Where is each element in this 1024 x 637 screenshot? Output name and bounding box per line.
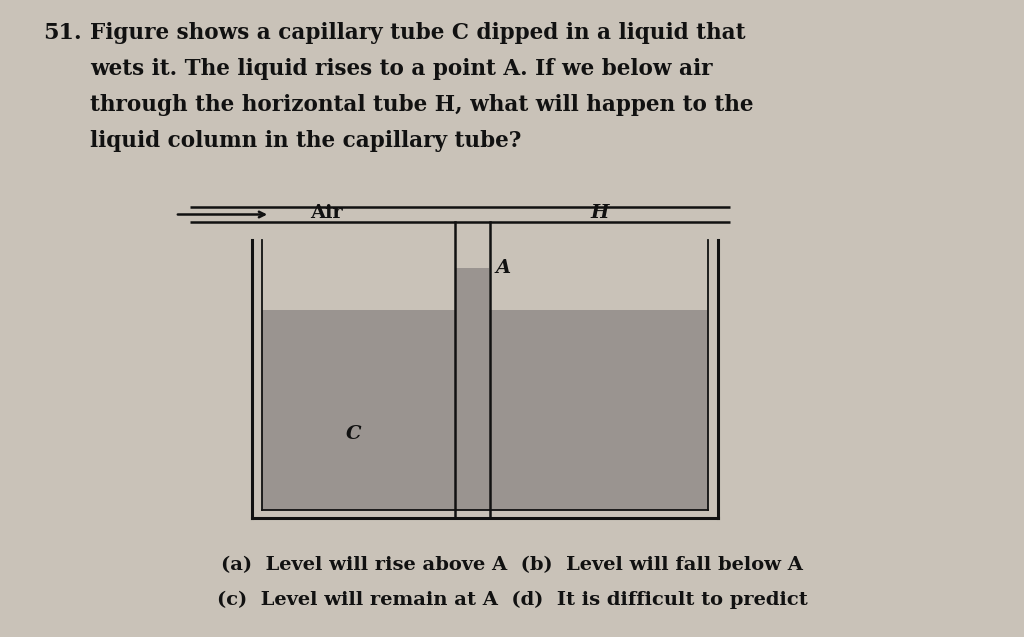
Text: through the horizontal tube H, what will happen to the: through the horizontal tube H, what will… [90, 94, 754, 116]
Text: Air: Air [310, 203, 343, 222]
Text: A: A [496, 259, 511, 277]
Text: C: C [346, 425, 361, 443]
Text: liquid column in the capillary tube?: liquid column in the capillary tube? [90, 130, 521, 152]
Text: (c)  Level will remain at A  (d)  It is difficult to predict: (c) Level will remain at A (d) It is dif… [217, 591, 807, 609]
Text: 51.: 51. [43, 22, 82, 44]
Bar [262, 310, 708, 510]
Text: H: H [590, 203, 608, 222]
Text: Figure shows a capillary tube C dipped in a liquid that: Figure shows a capillary tube C dipped i… [90, 22, 745, 44]
Bar [456, 268, 489, 510]
Text: (a)  Level will rise above A  (b)  Level will fall below A: (a) Level will rise above A (b) Level wi… [221, 556, 803, 574]
Text: wets it. The liquid rises to a point A. If we below air: wets it. The liquid rises to a point A. … [90, 58, 713, 80]
